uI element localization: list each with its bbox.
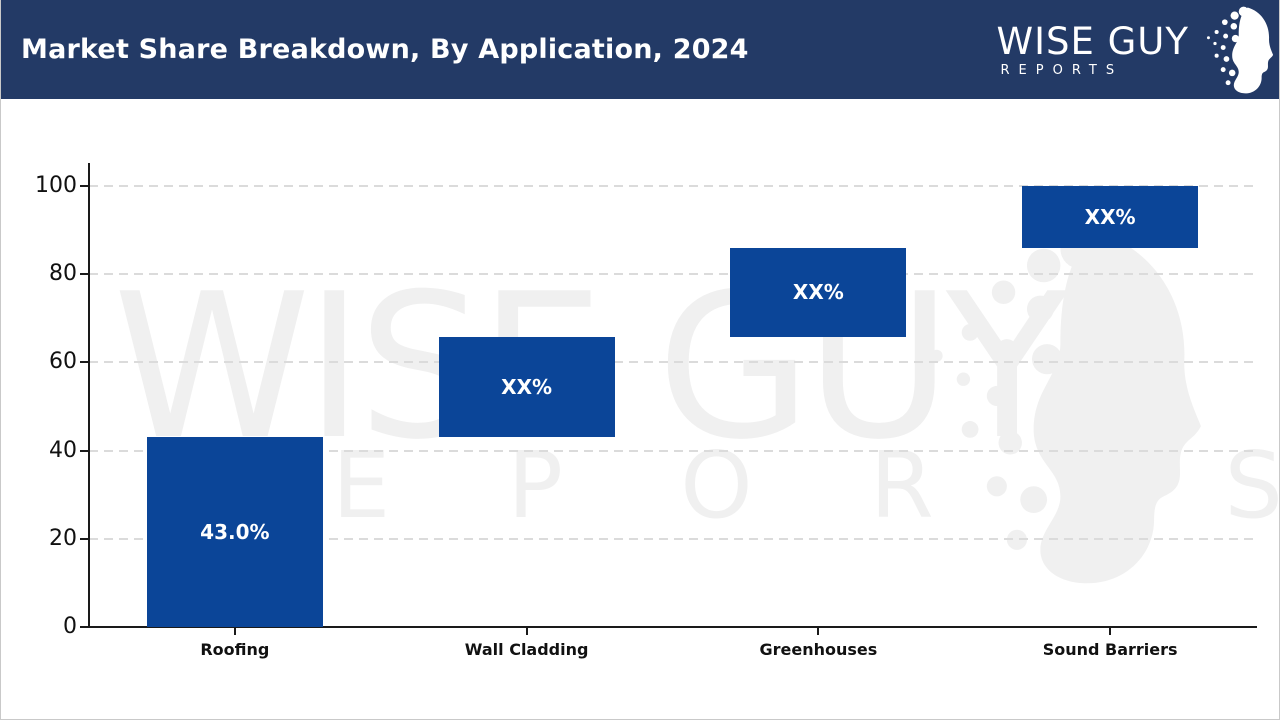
bar-value-label: XX% [501, 375, 553, 400]
x-axis [88, 626, 1257, 628]
y-axis [88, 163, 90, 628]
chart-title: Market Share Breakdown, By Application, … [21, 34, 749, 65]
x-tick [525, 628, 528, 635]
x-tick [233, 628, 236, 635]
header-band: Market Share Breakdown, By Application, … [1, 0, 1279, 99]
y-tick-label: 20 [49, 525, 77, 551]
bar-greenhouses: XX% [730, 247, 907, 337]
y-tick [80, 626, 88, 628]
bar-value-label: 43.0% [200, 520, 270, 545]
y-tick [80, 273, 88, 276]
y-tick [80, 185, 88, 187]
gridline-20 [89, 537, 1256, 540]
logo-subtitle: REPORTS [1000, 62, 1124, 78]
dotted-head-icon [1206, 6, 1274, 94]
x-tick-label: Sound Barriers [1042, 640, 1178, 659]
gridline-40 [89, 449, 1256, 452]
bar-roofing: 43.0% [146, 437, 323, 627]
gridline-100 [89, 185, 1256, 187]
logo-text: WISE GUY REPORTS [997, 23, 1189, 78]
y-tick [80, 537, 88, 540]
x-tick-label: Roofing [200, 640, 270, 659]
watermark-dotted-head-icon [930, 228, 1201, 584]
y-tick [80, 449, 88, 452]
y-tick-label: 80 [49, 261, 77, 287]
y-tick [80, 361, 88, 364]
x-tick [1109, 628, 1112, 635]
y-tick-label: 100 [35, 173, 77, 198]
logo-wordmark: WISE GUY [996, 19, 1189, 63]
x-tick-label: Greenhouses [759, 640, 878, 659]
wise-guy-logo: WISE GUY REPORTS [997, 4, 1275, 96]
gridline-60 [89, 361, 1256, 364]
y-tick-label: 0 [63, 614, 77, 639]
bar-value-label: XX% [1084, 204, 1136, 229]
x-tick [817, 628, 820, 635]
y-tick-label: 40 [49, 437, 77, 463]
bar-value-label: XX% [792, 280, 844, 305]
bar-wall-cladding: XX% [438, 336, 615, 438]
gridline-80 [89, 273, 1256, 276]
y-tick-label: 60 [49, 349, 77, 375]
x-tick-label: Wall Cladding [464, 640, 589, 659]
bar-sound-barriers: XX% [1022, 186, 1199, 248]
